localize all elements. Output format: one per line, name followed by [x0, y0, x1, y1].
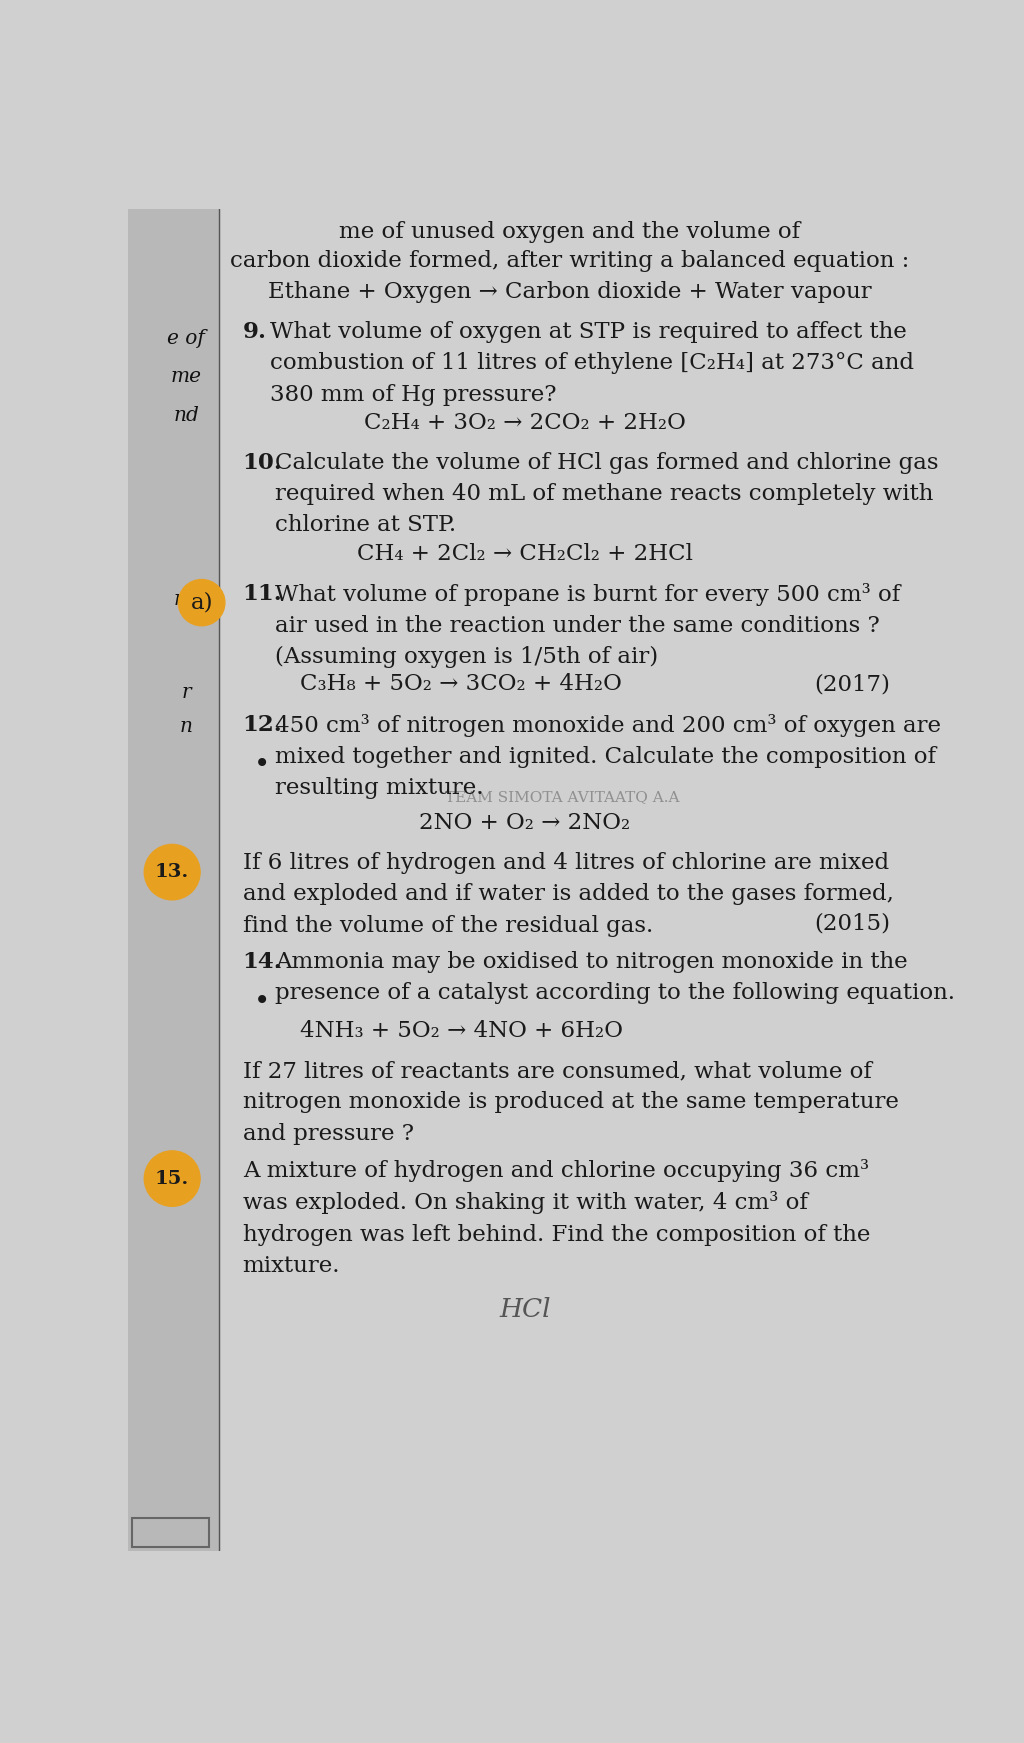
Text: nd: nd [173, 406, 199, 425]
Text: 2NO + O₂ → 2NO₂: 2NO + O₂ → 2NO₂ [419, 812, 631, 835]
Text: HCl: HCl [499, 1297, 551, 1323]
Text: If 6 litres of hydrogen and 4 litres of chlorine are mixed
and exploded and if w: If 6 litres of hydrogen and 4 litres of … [243, 852, 894, 936]
Text: a): a) [190, 591, 213, 614]
Text: nd: nd [173, 591, 199, 610]
Text: 15.: 15. [155, 1170, 189, 1187]
Bar [128, 209, 219, 1551]
Text: 4NH₃ + 5O₂ → 4NO + 6H₂O: 4NH₃ + 5O₂ → 4NO + 6H₂O [300, 1020, 623, 1042]
Text: 450 cm³ of nitrogen monoxide and 200 cm³ of oxygen are
mixed together and ignite: 450 cm³ of nitrogen monoxide and 200 cm³… [275, 713, 941, 800]
Text: 9.: 9. [243, 321, 266, 343]
Text: If 27 litres of reactants are consumed, what volume of
nitrogen monoxide is prod: If 27 litres of reactants are consumed, … [243, 1060, 899, 1145]
Text: Ethane + Oxygen → Carbon dioxide + Water vapour: Ethane + Oxygen → Carbon dioxide + Water… [268, 281, 871, 303]
Text: •: • [254, 751, 270, 779]
Text: me of unused oxygen and the volume of: me of unused oxygen and the volume of [339, 221, 801, 242]
Text: What volume of oxygen at STP is required to affect the
combustion of 11 litres o: What volume of oxygen at STP is required… [270, 321, 913, 406]
Text: •: • [254, 990, 270, 1016]
Text: C₃H₈ + 5O₂ → 3CO₂ + 4H₂O: C₃H₈ + 5O₂ → 3CO₂ + 4H₂O [300, 673, 623, 695]
Text: 11.: 11. [243, 582, 283, 605]
Text: 12.: 12. [243, 713, 283, 736]
Text: me: me [171, 368, 202, 385]
Circle shape [178, 579, 225, 626]
Text: Ammonia may be oxidised to nitrogen monoxide in the
presence of a catalyst accor: Ammonia may be oxidised to nitrogen mono… [275, 950, 955, 1004]
Bar [132, 1518, 209, 1548]
Text: n: n [179, 718, 193, 736]
Text: 10.: 10. [243, 451, 283, 474]
Circle shape [144, 1150, 200, 1206]
Text: 13.: 13. [155, 863, 189, 882]
Text: carbon dioxide formed, after writing a balanced equation :: carbon dioxide formed, after writing a b… [230, 249, 909, 272]
Text: CH₄ + 2Cl₂ → CH₂Cl₂ + 2HCl: CH₄ + 2Cl₂ → CH₂Cl₂ + 2HCl [356, 542, 693, 565]
Text: (2017): (2017) [814, 673, 890, 695]
Text: C₂H₄ + 3O₂ → 2CO₂ + 2H₂O: C₂H₄ + 3O₂ → 2CO₂ + 2H₂O [364, 411, 686, 434]
Text: TEAM SIMOTA AVITAATQ A.A: TEAM SIMOTA AVITAATQ A.A [444, 791, 679, 805]
Text: r: r [181, 683, 190, 702]
Text: What volume of propane is burnt for every 500 cm³ of
air used in the reaction un: What volume of propane is burnt for ever… [275, 582, 900, 669]
Text: A mixture of hydrogen and chlorine occupying 36 cm³
was exploded. On shaking it : A mixture of hydrogen and chlorine occup… [243, 1159, 870, 1278]
Text: (2015): (2015) [814, 912, 890, 934]
Text: Calculate the volume of HCl gas formed and chlorine gas
required when 40 mL of m: Calculate the volume of HCl gas formed a… [275, 451, 939, 537]
Text: 14.: 14. [243, 950, 283, 973]
Circle shape [144, 844, 200, 899]
Text: e of: e of [167, 328, 205, 347]
